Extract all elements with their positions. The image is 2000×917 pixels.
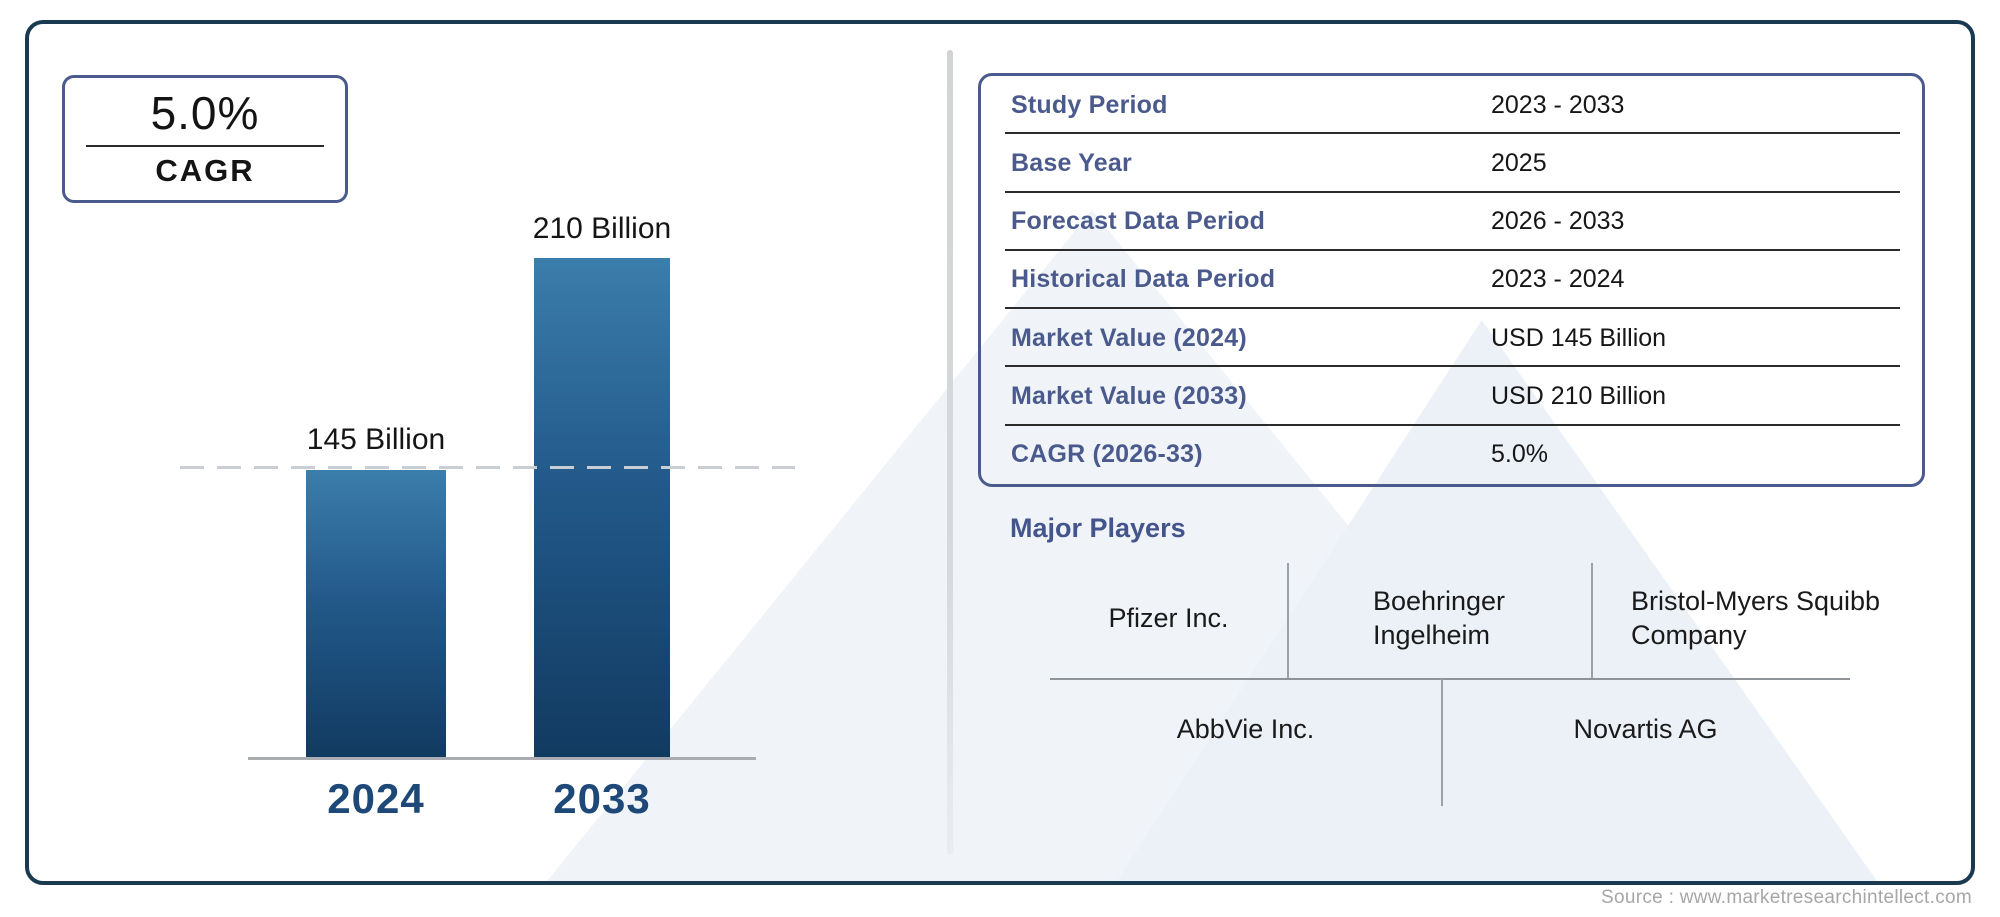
bar-2024 xyxy=(306,470,446,759)
row-value: 2023 - 2033 xyxy=(1491,90,1625,119)
bar-value-label-2033: 210 Billion xyxy=(532,212,672,245)
study-info-table: Study Period 2023 - 2033 Base Year 2025 … xyxy=(978,73,1925,487)
table-row: CAGR (2026-33) 5.0% xyxy=(981,426,1922,484)
player-name: AbbVie Inc. xyxy=(1176,714,1315,745)
players-divider-vertical xyxy=(1287,563,1289,678)
cagr-value: 5.0% xyxy=(150,87,260,140)
player-cell: Novartis AG xyxy=(1441,680,1850,780)
table-row: Market Value (2033) USD 210 Billion xyxy=(981,367,1922,426)
row-label: Base Year xyxy=(1011,148,1132,177)
row-label: CAGR (2026-33) xyxy=(1011,440,1203,469)
row-value: USD 145 Billion xyxy=(1491,323,1667,352)
watermark-layer xyxy=(29,24,1971,881)
players-divider-vertical xyxy=(1441,679,1443,806)
table-row: Market Value (2024) USD 145 Billion xyxy=(981,309,1922,368)
row-divider xyxy=(1005,190,1900,193)
reference-dashed-line xyxy=(180,466,795,469)
player-name: Bristol-Myers Squibb Company xyxy=(1630,586,1881,650)
player-name: Boehringer Ingelheim xyxy=(1372,586,1506,650)
players-row-2: AbbVie Inc. Novartis AG xyxy=(1050,680,1850,780)
player-cell: Bristol-Myers Squibb Company xyxy=(1591,560,1920,678)
row-divider xyxy=(1005,248,1900,251)
row-divider xyxy=(1005,365,1900,368)
players-row-1: Pfizer Inc. Boehringer Ingelheim Bristol… xyxy=(1050,560,1920,678)
row-value: 2026 - 2033 xyxy=(1491,207,1625,236)
players-divider-horizontal xyxy=(1050,678,1850,680)
row-label: Market Value (2024) xyxy=(1011,323,1247,352)
table-row: Study Period 2023 - 2033 xyxy=(981,76,1922,135)
section-divider xyxy=(947,50,953,855)
players-divider-vertical xyxy=(1591,563,1593,678)
row-value: USD 210 Billion xyxy=(1491,382,1667,411)
row-label: Forecast Data Period xyxy=(1011,207,1266,236)
row-value: 2025 xyxy=(1491,148,1547,177)
major-players-heading: Major Players xyxy=(1010,513,1186,543)
player-name: Novartis AG xyxy=(1573,714,1718,745)
player-cell: Pfizer Inc. xyxy=(1050,560,1287,678)
bar-2033 xyxy=(534,258,670,759)
row-value: 2023 - 2024 xyxy=(1491,265,1625,294)
row-divider xyxy=(1005,307,1900,310)
player-cell: AbbVie Inc. xyxy=(1050,680,1441,780)
table-row: Base Year 2025 xyxy=(981,134,1922,193)
row-label: Market Value (2033) xyxy=(1011,382,1247,411)
player-cell: Boehringer Ingelheim xyxy=(1287,560,1591,678)
bar-value-label-2024: 145 Billion xyxy=(306,423,446,456)
player-name: Pfizer Inc. xyxy=(1108,603,1229,634)
row-divider xyxy=(1005,132,1900,135)
row-label: Study Period xyxy=(1011,90,1168,119)
source-attribution: Source : www.marketresearchintellect.com xyxy=(1600,887,1972,908)
row-label: Historical Data Period xyxy=(1011,265,1276,294)
cagr-divider-line xyxy=(86,144,324,147)
cagr-callout-box: 5.0% CAGR xyxy=(62,75,348,203)
row-divider xyxy=(1005,423,1900,426)
cagr-label: CAGR xyxy=(155,152,255,188)
table-row: Forecast Data Period 2026 - 2033 xyxy=(981,193,1922,251)
row-value: 5.0% xyxy=(1491,440,1548,469)
category-label-2024: 2024 xyxy=(327,775,425,822)
category-label-2033: 2033 xyxy=(553,775,651,822)
table-row: Historical Data Period 2023 - 2024 xyxy=(981,251,1922,310)
x-axis-line xyxy=(248,757,756,760)
